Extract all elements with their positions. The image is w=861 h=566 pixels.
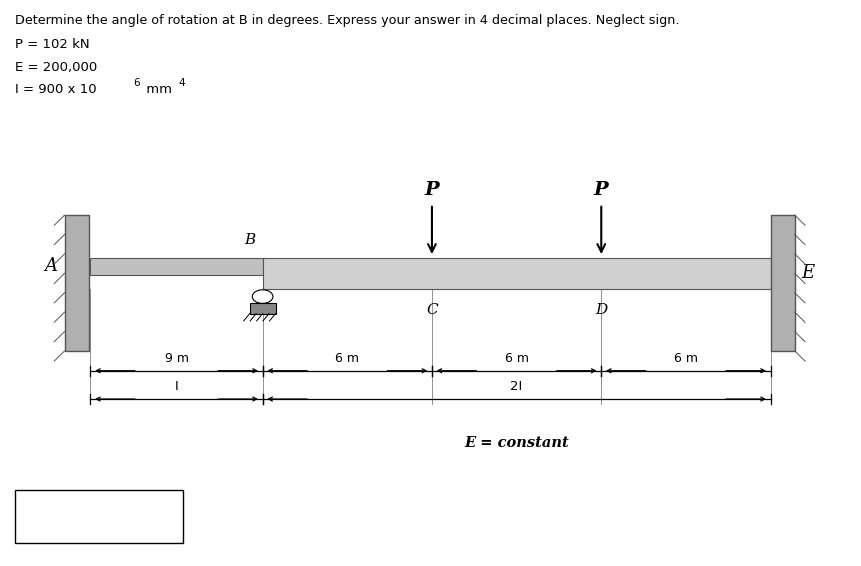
Text: 6 m: 6 m: [335, 352, 359, 365]
Text: E = constant: E = constant: [464, 436, 569, 450]
Bar: [771, 215, 795, 351]
Bar: [65, 215, 89, 351]
Circle shape: [252, 290, 273, 303]
Text: I = 900 x 10: I = 900 x 10: [15, 83, 96, 96]
Text: P: P: [424, 181, 439, 199]
Text: 9 m: 9 m: [164, 352, 189, 365]
Text: B: B: [244, 233, 256, 247]
Text: 4: 4: [178, 78, 185, 88]
Text: 2I: 2I: [511, 380, 523, 393]
Text: A: A: [45, 257, 58, 275]
Bar: [90, 258, 263, 275]
Text: C: C: [426, 303, 437, 317]
Text: D: D: [595, 303, 607, 317]
Text: P = 102 kN: P = 102 kN: [15, 38, 90, 52]
Text: mm: mm: [142, 83, 172, 96]
Bar: [263, 258, 771, 289]
Text: 6 m: 6 m: [674, 352, 698, 365]
Text: E = 200,000: E = 200,000: [15, 61, 97, 74]
Text: Determine the angle of rotation at B in degrees. Express your answer in 4 decima: Determine the angle of rotation at B in …: [15, 14, 679, 27]
Text: P: P: [594, 181, 609, 199]
Text: E: E: [802, 264, 815, 282]
Bar: [15, 490, 183, 543]
Text: 6: 6: [133, 78, 140, 88]
Text: I: I: [175, 380, 178, 393]
Text: 6 m: 6 m: [505, 352, 529, 365]
Bar: [250, 303, 276, 314]
